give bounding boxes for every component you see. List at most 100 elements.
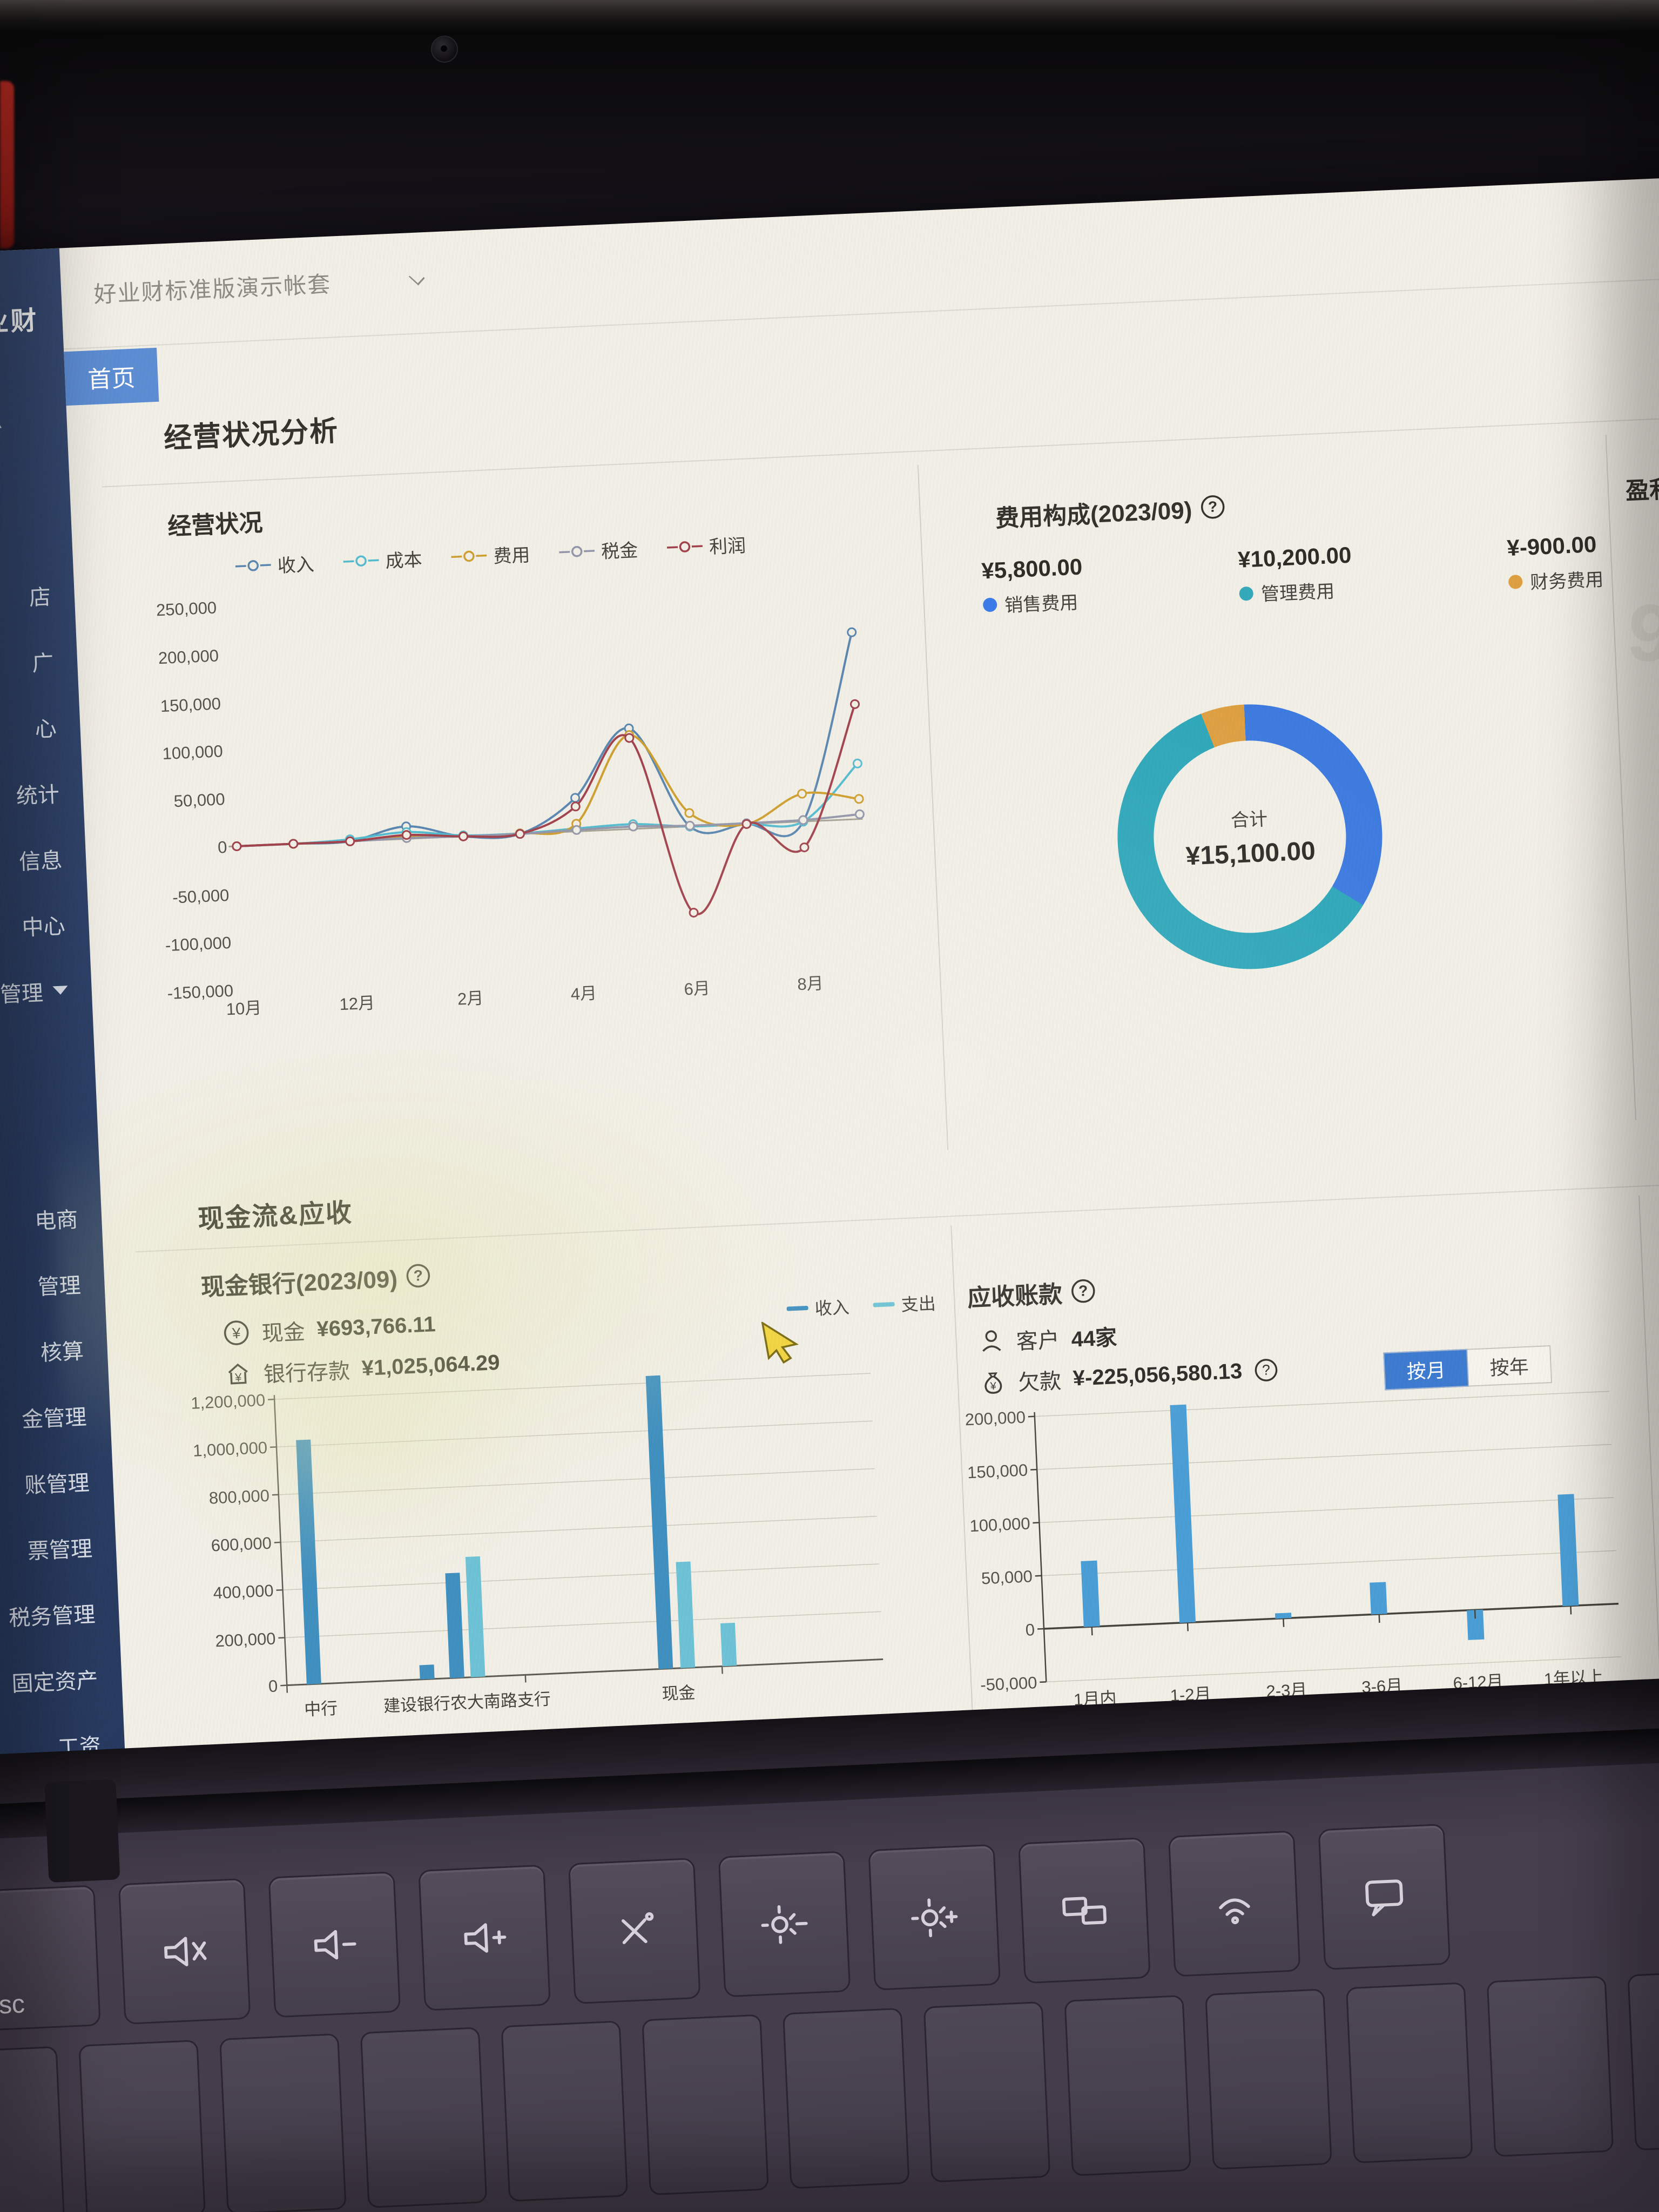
section2-title: 现金流&应收 xyxy=(197,1198,354,1235)
legend-item-成本[interactable]: 成本 xyxy=(343,545,423,575)
help-icon[interactable]: ? xyxy=(406,1263,431,1289)
bank-legend-支出[interactable]: 支出 xyxy=(873,1290,936,1318)
bank-legend-收入[interactable]: 收入 xyxy=(786,1294,850,1321)
mouse-cursor xyxy=(761,1319,800,1367)
sidebar-item-label: 税务管理 xyxy=(8,1603,96,1630)
caret-down-icon xyxy=(52,986,69,995)
svg-text:建设银行农大南路支行: 建设银行农大南路支行 xyxy=(383,1689,551,1715)
sidebar-item-label: 票管理 xyxy=(27,1537,93,1564)
page-title: 经营状况分析 xyxy=(163,415,340,455)
legend-item-费用[interactable]: 费用 xyxy=(450,540,530,570)
expense-stat-销售费用: ¥5,800.00 销售费用 xyxy=(981,554,1084,618)
wifi-icon xyxy=(1219,1898,1250,1924)
key-blank xyxy=(783,2007,910,2189)
legend-item-税金[interactable]: 税金 xyxy=(558,535,638,565)
expense-donut-chart: 合计 ¥15,100.00 xyxy=(1111,698,1388,975)
legend-item-收入[interactable]: 收入 xyxy=(235,550,315,579)
sidebar-item-label: 信息 xyxy=(18,848,63,874)
volume-down-key xyxy=(268,1871,401,2018)
sidebar-item-label: 统计 xyxy=(16,783,60,808)
stat-value: ¥10,200.00 xyxy=(1237,542,1352,572)
sidebar-item-广[interactable]: 广 xyxy=(0,627,79,698)
svg-text:-50,000: -50,000 xyxy=(980,1673,1038,1695)
sidebar-item-管理[interactable]: 管理 xyxy=(0,956,93,1027)
sidebar-scroll-up-icon[interactable]: ▲ xyxy=(0,412,6,433)
webcam-lens xyxy=(441,45,447,52)
sidebar-item-店[interactable]: 店 xyxy=(0,561,76,632)
debt-label: 欠款 xyxy=(1017,1369,1062,1395)
legend-item-利润[interactable]: 利润 xyxy=(666,531,746,561)
key-blank xyxy=(0,2046,65,2212)
svg-text:1,200,000: 1,200,000 xyxy=(191,1391,266,1413)
key-blank xyxy=(1627,1969,1659,2151)
screen: 好业财标准版演示帐套 业财 ▲ 店广心统计 信息 中心 管理 电商 管理 核算 金管理 账管理票… xyxy=(0,175,1659,1781)
sidebar-item-label: 电商 xyxy=(34,1208,79,1234)
key-blank xyxy=(1064,1995,1192,2176)
sidebar-item-票管理[interactable]: 票管理 xyxy=(0,1513,117,1584)
sidebar-item-label: 店 xyxy=(29,585,51,610)
sidebar-item-心[interactable]: 心 xyxy=(0,693,82,764)
legend-marker-icon xyxy=(666,541,703,552)
svg-text:-100,000: -100,000 xyxy=(165,933,232,955)
sidebar-item-label: 固定资产 xyxy=(11,1668,99,1696)
chevron-down-icon[interactable] xyxy=(406,268,430,283)
key-blank xyxy=(219,2033,347,2212)
sidebar-item-固定资产[interactable]: 固定资产 xyxy=(0,1644,123,1716)
svg-text:100,000: 100,000 xyxy=(162,741,223,763)
stat-value: ¥-900.00 xyxy=(1506,531,1597,561)
mic-mute-key xyxy=(568,1857,701,2005)
svg-text:150,000: 150,000 xyxy=(160,694,221,716)
svg-text:中行: 中行 xyxy=(304,1699,338,1719)
receivable-panel-title: 应收账款 ? xyxy=(967,1273,1097,1313)
sidebar-item-管理[interactable]: 管理 xyxy=(0,1250,106,1321)
esc-key: Esc xyxy=(0,1885,101,2032)
sidebar-item-中心[interactable]: 中心 xyxy=(0,890,90,961)
svg-text:400,000: 400,000 xyxy=(213,1581,274,1603)
svg-text:12月: 12月 xyxy=(339,993,375,1014)
help-icon[interactable]: ? xyxy=(1070,1278,1096,1304)
cash-value: ¥693,766.11 xyxy=(316,1312,436,1341)
sunup-icon xyxy=(911,1898,958,1937)
expense-title-text: 费用构成(2023/09) xyxy=(995,497,1193,532)
sidebar-item-信息[interactable]: 信息 xyxy=(0,825,87,896)
app-logo: 业财 xyxy=(0,306,39,338)
customer-icon xyxy=(982,1330,1001,1352)
sidebar-item-统计[interactable]: 统计 xyxy=(0,759,84,830)
sidebar-item-label: 管理 xyxy=(37,1273,82,1300)
disp-icon xyxy=(1062,1896,1107,1925)
voldown-icon xyxy=(314,1930,356,1959)
money-bag-icon: ¥ xyxy=(984,1372,1002,1394)
operating-panel-title: 经营状况 xyxy=(167,509,264,541)
sidebar-item-核算[interactable]: 核算 xyxy=(0,1316,109,1387)
account-title[interactable]: 好业财标准版演示帐套 xyxy=(93,271,332,307)
sidebar-item-账管理[interactable]: 账管理 xyxy=(0,1447,114,1518)
help-icon[interactable]: ? xyxy=(1200,494,1226,520)
key-blank xyxy=(501,2020,629,2202)
help-icon[interactable]: ? xyxy=(1253,1358,1278,1382)
debt-value: ¥-225,056,580.13 xyxy=(1072,1359,1243,1391)
cash-row: ¥ 现金 ¥693,766.11 xyxy=(222,1309,436,1349)
tab-home[interactable]: 首页 xyxy=(64,347,159,406)
sidebar-item-金管理[interactable]: 金管理 xyxy=(0,1381,112,1453)
customers-label: 客户 xyxy=(1015,1328,1060,1354)
debt-row: ¥ 欠款 ¥-225,056,580.13 ? xyxy=(980,1354,1279,1398)
wireless-key xyxy=(1168,1830,1301,1977)
line-legend: 收入 成本 费用 税金 利润 xyxy=(235,531,746,579)
sidebar-item-电商[interactable]: 电商 xyxy=(0,1184,103,1255)
sidebar-item-label: 管理 xyxy=(0,981,44,1007)
svg-text:-50,000: -50,000 xyxy=(172,886,230,907)
laptop-keyboard-deck: Esc xyxy=(0,1669,1659,2212)
svg-text:?: ? xyxy=(1262,1361,1270,1378)
svg-text:10月: 10月 xyxy=(226,999,262,1019)
key-label: Esc xyxy=(0,1990,26,2021)
sidebar-item-税务管理[interactable]: 税务管理 xyxy=(0,1579,120,1650)
svg-text:800,000: 800,000 xyxy=(208,1486,269,1508)
svg-text:¥: ¥ xyxy=(231,1325,241,1342)
cashbank-bar-chart: 1,200,000 1,000,000 800,000 600,000 400,000 2… xyxy=(158,1359,902,1761)
svg-text:6月: 6月 xyxy=(684,979,711,999)
function-key-row: Esc xyxy=(0,1823,1451,2032)
stat-label: 销售费用 xyxy=(1004,592,1079,616)
sidebar: 业财 ▲ 店广心统计 信息 中心 管理 电商 管理 核算 金管理 账管理 票管理 税务管理 固定资产工… xyxy=(0,248,126,1781)
key-blank xyxy=(923,2001,1051,2183)
